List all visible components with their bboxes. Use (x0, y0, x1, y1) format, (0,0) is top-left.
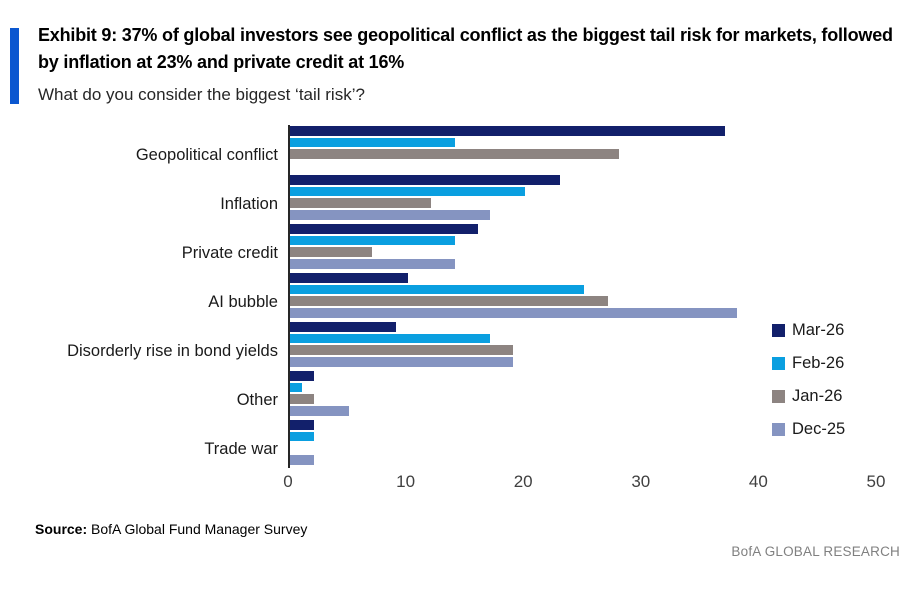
category-label: Private credit (181, 244, 278, 262)
bar-mar-26 (290, 322, 396, 332)
bar-group (290, 174, 878, 223)
title-accent-bar (10, 28, 19, 104)
x-tick-label: 40 (748, 472, 768, 491)
source-text: BofA Global Fund Manager Survey (87, 521, 308, 537)
bar-dec-25 (290, 406, 349, 416)
bar-group (290, 419, 878, 468)
bar-feb-26 (290, 382, 302, 393)
bar-dec-25 (290, 308, 737, 318)
x-tick-label: 0 (283, 472, 293, 491)
x-tick-label: 20 (513, 472, 533, 491)
bar-mar-26 (290, 420, 314, 430)
legend-label: Feb-26 (792, 354, 845, 372)
bar-group (290, 272, 878, 321)
bar-mar-26 (290, 175, 561, 185)
brand-mark: BofA GLOBAL RESEARCH (731, 544, 900, 559)
category-label: Disorderly rise in bond yields (67, 342, 278, 360)
bar-jan-26 (290, 296, 608, 307)
legend-label: Jan-26 (792, 387, 843, 405)
legend-label: Mar-26 (792, 321, 845, 339)
exhibit-subtitle: What do you consider the biggest ‘tail r… (38, 85, 365, 104)
bar-mar-26 (290, 126, 726, 136)
bar-dec-25 (290, 210, 490, 220)
legend-swatch (772, 324, 785, 337)
bar-jan-26 (290, 149, 620, 160)
bar-mar-26 (290, 371, 314, 381)
bar-feb-26 (290, 137, 455, 148)
bar-mar-26 (290, 224, 479, 234)
bar-group (290, 321, 878, 370)
bar-jan-26 (290, 345, 514, 356)
category-label: Other (236, 391, 278, 409)
x-axis: 0 10 20 30 40 50 (283, 472, 885, 494)
x-tick-label: 30 (631, 472, 651, 491)
category-label: Trade war (204, 440, 278, 458)
bar-dec-25 (290, 357, 514, 367)
legend-swatch (772, 357, 785, 370)
legend-item: Feb-26 (772, 347, 845, 380)
bar-dec-25 (290, 455, 314, 465)
legend-item: Dec-25 (772, 413, 845, 446)
legend: Mar-26 Feb-26 Jan-26 Dec-25 (772, 314, 845, 446)
category-label: AI bubble (208, 293, 278, 311)
bar-group (290, 125, 878, 174)
bar-feb-26 (290, 235, 455, 246)
bar-feb-26 (290, 333, 490, 344)
legend-swatch (772, 423, 785, 436)
legend-label: Dec-25 (792, 420, 846, 438)
bar-mar-26 (290, 273, 408, 283)
bar-group (290, 370, 878, 419)
bar-dec-25 (290, 259, 455, 269)
category-labels: Geopolitical conflict Inflation Private cr… (0, 125, 278, 468)
x-tick-label: 50 (866, 472, 886, 491)
source-note: Source: BofA Global Fund Manager Survey (35, 521, 307, 537)
exhibit-title: Exhibit 9: 37% of global investors see g… (38, 25, 893, 72)
bar-jan-26 (290, 247, 373, 258)
category-label: Geopolitical conflict (135, 146, 278, 164)
plot-area (288, 125, 878, 468)
bar-group (290, 223, 878, 272)
bar-jan-26 (290, 394, 314, 405)
bar-feb-26 (290, 186, 526, 197)
bar-feb-26 (290, 431, 314, 442)
bar-feb-26 (290, 284, 584, 295)
legend-item: Jan-26 (772, 380, 845, 413)
source-label: Source: (35, 521, 88, 537)
category-label: Inflation (220, 195, 278, 213)
legend-swatch (772, 390, 785, 403)
x-tick-label: 10 (396, 472, 416, 491)
bar-jan-26 (290, 198, 432, 209)
legend-item: Mar-26 (772, 314, 845, 347)
